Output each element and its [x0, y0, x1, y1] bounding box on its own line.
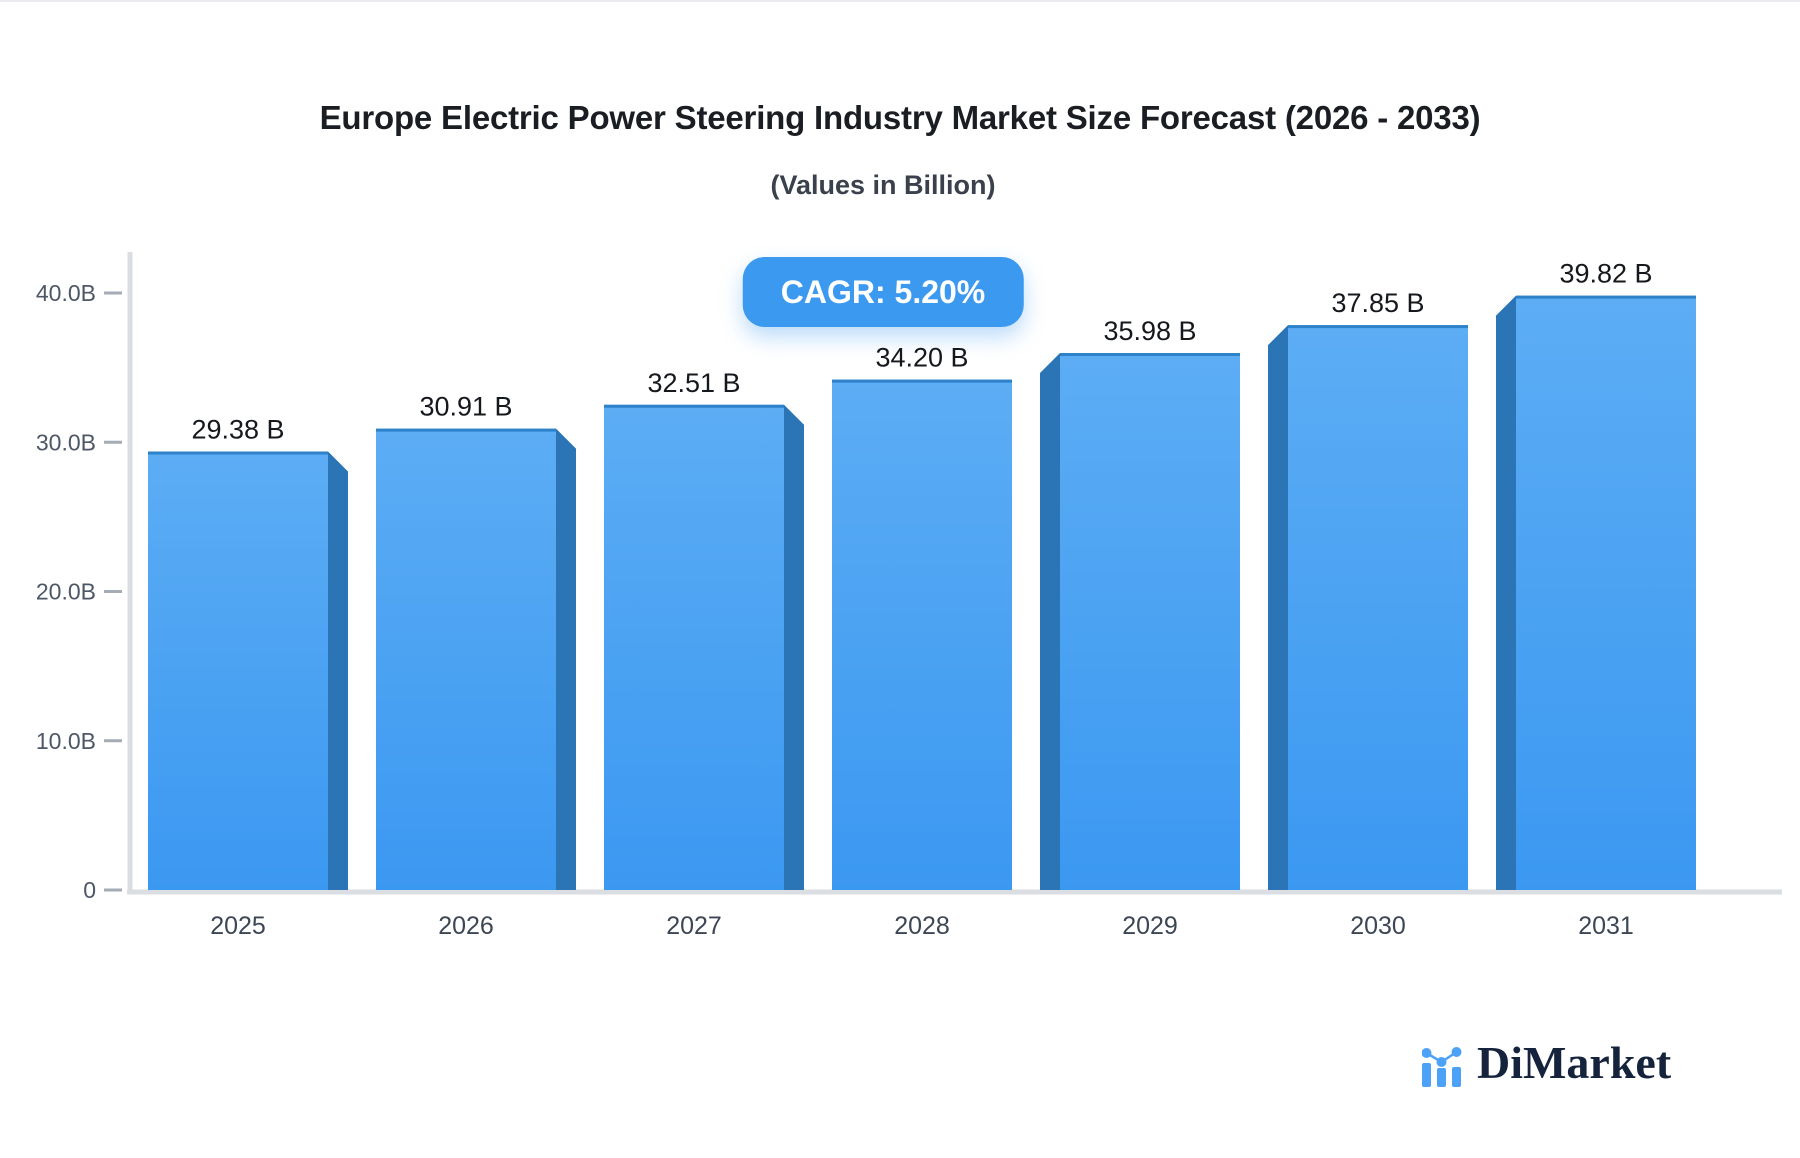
bar-side-face: [1496, 295, 1516, 890]
x-axis-label: 2030: [1350, 912, 1406, 940]
bar-side-face: [1040, 352, 1060, 890]
bar-value-label: 35.98 B: [1103, 316, 1196, 346]
bar-value-label: 32.51 B: [647, 368, 740, 398]
bar-value-label: 30.91 B: [419, 392, 512, 422]
bar: [604, 404, 784, 890]
bar-value-label: 37.85 B: [1331, 288, 1424, 318]
x-axis-label: 2025: [210, 912, 266, 940]
bar-side-face: [1268, 325, 1288, 890]
chart-subtitle: (Values in Billion): [770, 170, 996, 200]
y-tick-label: 40.0B: [36, 280, 96, 306]
plot-area: 0 10.0B 20.0B 30.0B 40.0B 29.38 B 2025 30.91 B 2…: [36, 252, 1782, 940]
bar-side-face: [784, 404, 804, 890]
bar: [148, 451, 328, 890]
dimarket-logo-icon: [1422, 1047, 1462, 1087]
chart-title: Europe Electric Power Steering Industry …: [319, 99, 1481, 136]
bar: [832, 379, 1012, 890]
bar-side-face: [328, 451, 348, 890]
bar-value-label: 34.20 B: [875, 343, 968, 373]
dimarket-logo: DiMarket: [1422, 1040, 1671, 1088]
bar: [1288, 325, 1468, 890]
x-axis-label: 2027: [666, 912, 722, 940]
bar: [1516, 295, 1696, 890]
y-tick-label: 10.0B: [36, 728, 96, 754]
bar: [376, 428, 556, 890]
bar: [1060, 352, 1240, 890]
y-tick-label: 20.0B: [36, 579, 96, 605]
bar-side-face: [556, 428, 576, 890]
bar-value-label: 29.38 B: [191, 415, 284, 445]
x-axis-label: 2031: [1578, 912, 1634, 940]
dimarket-logo-text: DiMarket: [1477, 1037, 1672, 1088]
x-axis-label: 2029: [1122, 912, 1178, 940]
y-tick-label: 0: [83, 877, 96, 903]
cagr-badge: CAGR: 5.20%: [742, 257, 1024, 327]
y-tick-label: 30.0B: [36, 429, 96, 455]
x-axis-label: 2028: [894, 912, 950, 940]
x-axis-label: 2026: [438, 912, 494, 940]
bar-value-label: 39.82 B: [1559, 259, 1652, 289]
